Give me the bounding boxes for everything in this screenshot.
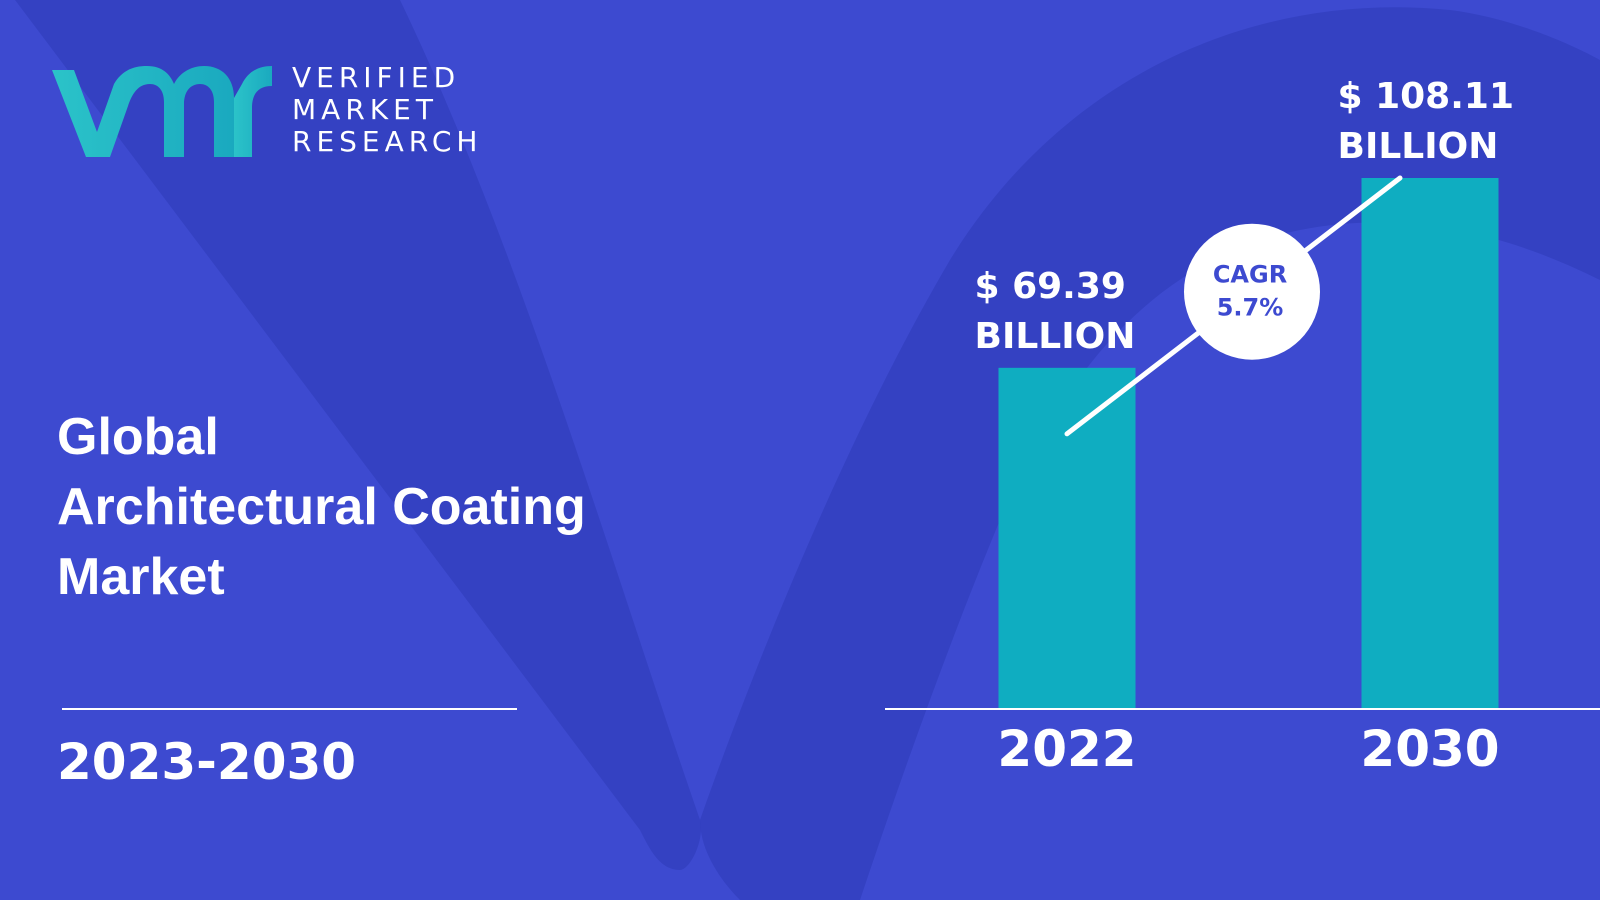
data-label-2022-line-2: BILLION xyxy=(975,316,1136,357)
cagr-badge xyxy=(1184,223,1320,360)
x-tick-label-2022: 2022 xyxy=(997,720,1136,778)
title-divider xyxy=(62,708,517,710)
bar-2022 xyxy=(998,367,1136,708)
logo-line-market: MARKET xyxy=(292,93,438,126)
cagr-value: 5.7% xyxy=(1217,294,1284,322)
forecast-period: 2023-2030 xyxy=(57,733,357,791)
data-label-2030-line-2: BILLION xyxy=(1338,126,1499,167)
title-line-1: Global xyxy=(57,408,219,466)
logo-line-verified: VERIFIED xyxy=(292,61,461,94)
report-title: Global Architectural Coating Market xyxy=(57,402,586,612)
x-tick-label-2030: 2030 xyxy=(1360,720,1499,778)
title-line-3: Market xyxy=(57,548,225,606)
bar-2030 xyxy=(1361,178,1499,708)
logo-line-research: RESEARCH xyxy=(292,125,483,158)
right-v-stroke xyxy=(700,7,1600,900)
data-label-2022-line-1: $ 69.39 xyxy=(975,266,1126,307)
cagr-label: CAGR xyxy=(1213,261,1287,289)
left-v-stroke xyxy=(0,0,701,870)
logo-wordmark: VERIFIED MARKET RESEARCH xyxy=(292,62,482,158)
data-label-2030-line-1: $ 108.11 xyxy=(1338,76,1515,117)
vmr-logo-mark xyxy=(52,66,272,157)
title-line-2: Architectural Coating xyxy=(57,478,586,536)
vmr-logo: VERIFIED MARKET RESEARCH xyxy=(52,62,502,172)
